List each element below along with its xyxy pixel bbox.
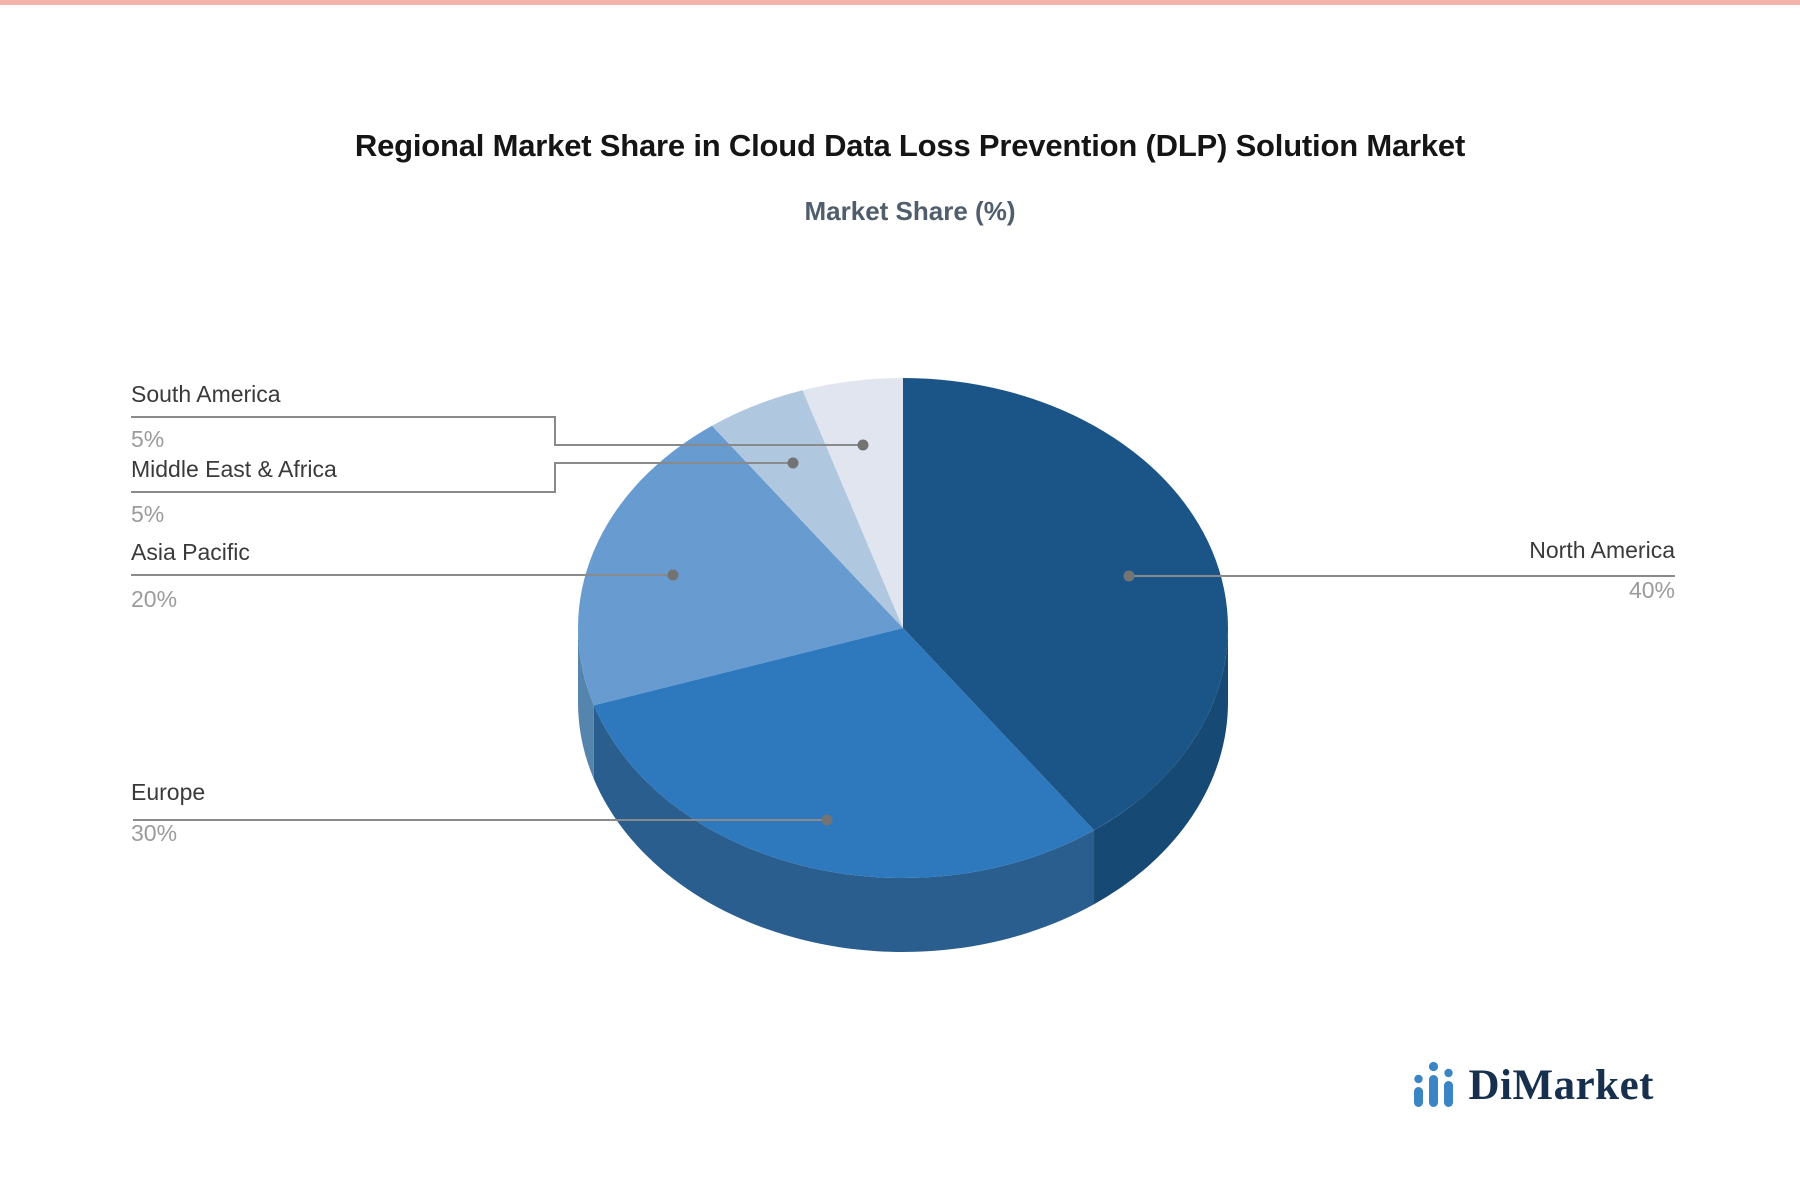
pie-slice-south-america[interactable] (802, 378, 903, 628)
pie-slice-europe[interactable] (593, 628, 1095, 879)
slice-label: South America (131, 381, 281, 407)
leader-middle-east-africa (131, 462, 793, 493)
pie-slice-north-america[interactable] (903, 378, 1228, 831)
leader-dot-south-america (857, 439, 869, 451)
brand-name: DiMarket (1468, 1061, 1654, 1109)
pie-sides (578, 628, 1228, 953)
callout-middle-east-africa: Middle East & Africa 5% (131, 456, 337, 527)
slice-percent: 40% (1628, 577, 1675, 603)
slice-percent: 5% (131, 426, 165, 452)
slice-percent: 5% (131, 501, 165, 527)
slice-label: North America (1529, 537, 1675, 563)
callout-north-america: North America 40% (1529, 537, 1675, 603)
pie-side-europe (593, 705, 1095, 953)
pie-side-north-america (1094, 628, 1228, 905)
leader-dot-middle-east-africa (787, 457, 799, 469)
callout-asia-pacific: Asia Pacific 20% (131, 539, 250, 612)
slice-percent: 20% (131, 586, 178, 612)
slice-percent: 30% (131, 820, 178, 846)
bar-chart-dots-icon (1413, 1061, 1453, 1107)
leader-dot-north-america (1123, 570, 1135, 582)
pie-slices (578, 378, 1228, 879)
chart-subtitle: Market Share (%) (804, 196, 1016, 226)
callout-south-america: South America 5% (131, 381, 281, 452)
leader-dots (667, 439, 1135, 826)
slice-label: Asia Pacific (131, 539, 250, 565)
pie-slice-middle-east-africa[interactable] (711, 390, 903, 628)
dimarket-logo: DiMarket (1410, 1060, 1655, 1110)
callout-europe: Europe 30% (131, 779, 205, 846)
pie-slice-asia-pacific[interactable] (578, 425, 903, 706)
leader-lines (131, 416, 1675, 821)
leader-south-america (131, 416, 863, 446)
leader-dot-asia-pacific (667, 569, 679, 581)
pie-side-asia-pacific (578, 628, 594, 780)
slice-label: Middle East & Africa (131, 456, 337, 482)
leader-dot-europe (821, 814, 833, 826)
top-accent-bar (0, 0, 1800, 5)
slice-label: Europe (131, 779, 206, 805)
chart-title: Regional Market Share in Cloud Data Loss… (354, 128, 1466, 163)
